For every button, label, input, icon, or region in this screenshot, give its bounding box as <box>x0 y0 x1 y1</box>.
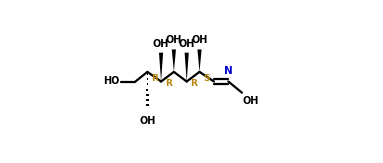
Polygon shape <box>159 53 163 82</box>
Text: S: S <box>203 74 210 83</box>
Text: HO: HO <box>103 76 120 87</box>
Text: OH: OH <box>166 35 182 45</box>
Text: OH: OH <box>242 96 259 106</box>
Polygon shape <box>172 49 176 72</box>
Text: R: R <box>190 79 197 88</box>
Polygon shape <box>197 49 201 72</box>
Polygon shape <box>185 53 189 82</box>
Text: R: R <box>151 74 158 83</box>
Text: OH: OH <box>178 39 195 49</box>
Text: OH: OH <box>192 35 208 45</box>
Text: OH: OH <box>153 39 169 49</box>
Text: R: R <box>165 79 172 88</box>
Text: N: N <box>224 66 233 76</box>
Text: OH: OH <box>139 116 155 126</box>
